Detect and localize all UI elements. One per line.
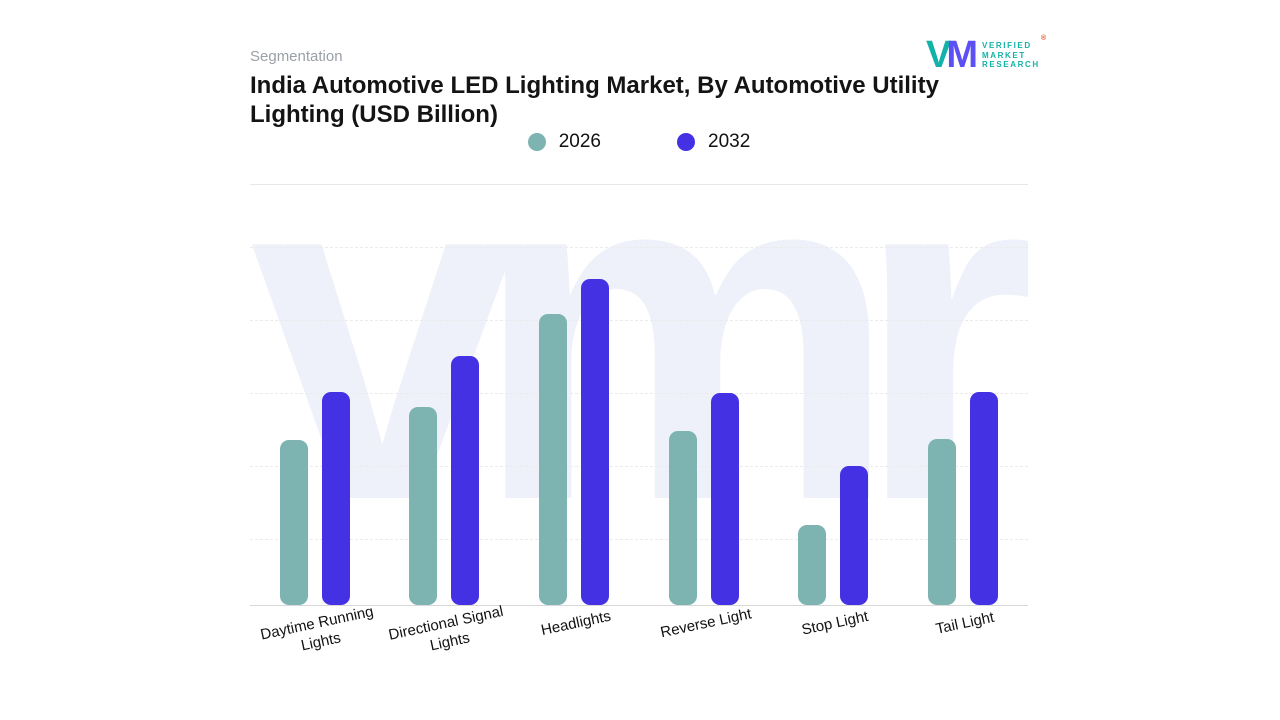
bar-2032-directional-signal-lights xyxy=(451,356,480,605)
bar-2026-directional-signal-lights xyxy=(409,407,438,605)
bar-2032-headlights xyxy=(581,279,610,605)
legend-item-2026: 2026 xyxy=(527,131,601,153)
bar-group-stop-light xyxy=(798,225,869,605)
header-divider xyxy=(250,184,1028,185)
vmr-logo-text: ® VERIFIED MARKET RESEARCH xyxy=(982,35,1046,70)
x-axis-label-tail-light: Tail Light xyxy=(934,608,996,638)
gridline xyxy=(250,247,1028,248)
legend-label-2026: 2026 xyxy=(558,131,601,152)
bar-2032-tail-light xyxy=(970,392,999,605)
vmr-watermark: vmr xyxy=(250,225,1028,600)
x-axis-label-headlights: Headlights xyxy=(539,607,613,639)
legend-item-2032: 2032 xyxy=(677,131,750,153)
bar-group-reverse-light xyxy=(668,225,739,605)
bar-group-tail-light xyxy=(928,225,999,605)
chart-title: India Automotive LED Lighting Market, By… xyxy=(250,71,950,129)
bar-group-directional-signal-lights xyxy=(409,225,480,605)
bar-2032-daytime-running-lights xyxy=(321,392,350,605)
logo-text-line2: MARKET xyxy=(982,50,1026,60)
x-axis-label-stop-light: Stop Light xyxy=(800,607,871,639)
vmr-logo: VM ® VERIFIED MARKET RESEARCH xyxy=(926,34,1046,76)
x-axis-label-daytime-running-lights: Daytime Running Lights xyxy=(258,603,375,655)
logo-text-line3: RESEARCH xyxy=(982,60,1040,69)
bar-2026-stop-light xyxy=(798,524,827,605)
registered-mark: ® xyxy=(1040,35,1048,42)
bar-2026-reverse-light xyxy=(668,431,697,605)
bar-series-container xyxy=(250,225,1028,605)
bar-2026-daytime-running-lights xyxy=(279,439,308,605)
logo-letter-v: V xyxy=(926,34,951,76)
gridline xyxy=(250,393,1028,394)
bar-2032-stop-light xyxy=(840,466,869,605)
chart-plot-area: vmr xyxy=(250,225,1028,606)
x-axis-label-directional-signal-lights: Directional Signal Lights xyxy=(387,602,506,655)
gridline xyxy=(250,539,1028,540)
bar-2032-reverse-light xyxy=(710,393,739,605)
gridline xyxy=(250,320,1028,321)
bar-2026-headlights xyxy=(539,314,568,605)
x-axis-labels: Daytime Running Lights Directional Signal… xyxy=(250,603,1028,655)
chart-title-line2: Lighting (USD Billion) xyxy=(250,101,498,128)
logo-text-line1: VERIFIED xyxy=(982,41,1032,50)
bar-2026-tail-light xyxy=(928,438,957,605)
legend-dot-2032 xyxy=(677,133,695,151)
chart-title-line1: India Automotive LED Lighting Market, By… xyxy=(250,72,939,99)
logo-letter-m: M xyxy=(946,34,978,76)
vmr-logo-mark: VM xyxy=(926,34,978,76)
bar-group-daytime-running-lights xyxy=(279,225,350,605)
bar-group-headlights xyxy=(539,225,610,605)
chart-legend: 2026 2032 xyxy=(250,131,1028,153)
section-eyebrow: Segmentation xyxy=(250,48,343,65)
legend-dot-2026 xyxy=(527,133,546,151)
legend-label-2032: 2032 xyxy=(708,131,751,152)
x-axis-label-reverse-light: Reverse Light xyxy=(658,605,753,642)
gridline xyxy=(250,466,1028,467)
